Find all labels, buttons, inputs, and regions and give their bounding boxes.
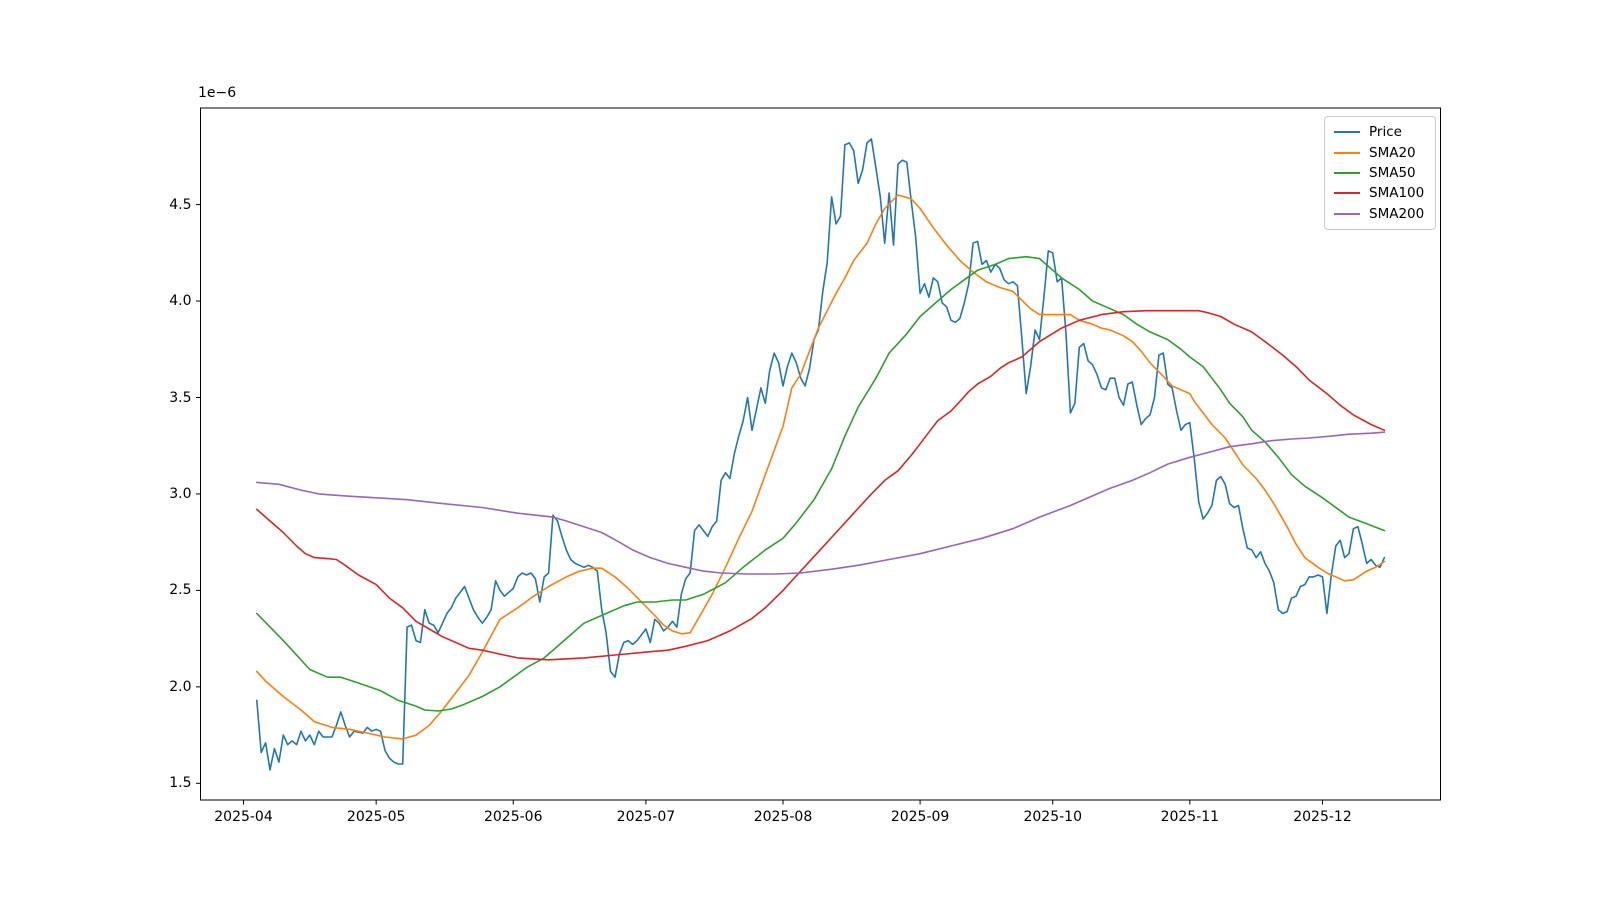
x-tick-label: 2025-06 [483,809,543,825]
legend-label-sma20: SMA20 [1369,144,1416,161]
x-tick-label: 2025-09 [890,809,950,825]
legend-entry-sma20: SMA20 [1334,142,1426,162]
legend-entry-sma200: SMA200 [1334,204,1426,224]
legend-line-sample-price [1334,131,1360,134]
x-tick-label: 2025-04 [214,809,273,825]
x-tick-label: 2025-07 [616,809,676,825]
x-tick-label: 2025-10 [1023,809,1082,825]
y-tick-label: 2.0 [169,678,192,695]
y-tick-label: 2.5 [169,582,192,599]
legend-label-sma100: SMA100 [1369,185,1425,202]
legend-entry-sma100: SMA100 [1334,183,1426,203]
y-axis-offset-label: 1e−6 [198,85,237,101]
legend-line-sample-sma50 [1334,171,1360,174]
axes-frame [200,107,1441,801]
sma50-line [255,255,1386,712]
legend: Price SMA20 SMA50 SMA100 SMA200 [1324,116,1436,230]
legend-label-price: Price [1369,124,1402,141]
y-tick-label: 4.5 [169,196,192,213]
x-tick-label: 2025-12 [1293,809,1352,825]
legend-line-sample-sma20 [1334,151,1360,154]
x-tick-label: 2025-08 [753,809,813,825]
y-tick-label: 4.0 [169,293,192,310]
x-tick-label: 2025-11 [1160,809,1220,825]
y-tick-label: 3.0 [169,485,192,502]
legend-entry-price: Price [1334,122,1426,142]
y-tick-label: 1.5 [169,775,192,792]
legend-line-sample-sma100 [1334,192,1360,195]
sma200-line [255,431,1386,575]
legend-entry-sma50: SMA50 [1334,163,1426,183]
legend-line-sample-sma200 [1334,212,1360,215]
x-tick-label: 2025-05 [346,809,406,825]
price-line [255,138,1386,771]
legend-label-sma200: SMA200 [1369,205,1425,222]
y-tick-label: 3.5 [169,389,192,406]
sma100-line [255,309,1386,661]
sma20-line [255,194,1386,740]
legend-label-sma50: SMA50 [1369,164,1416,181]
